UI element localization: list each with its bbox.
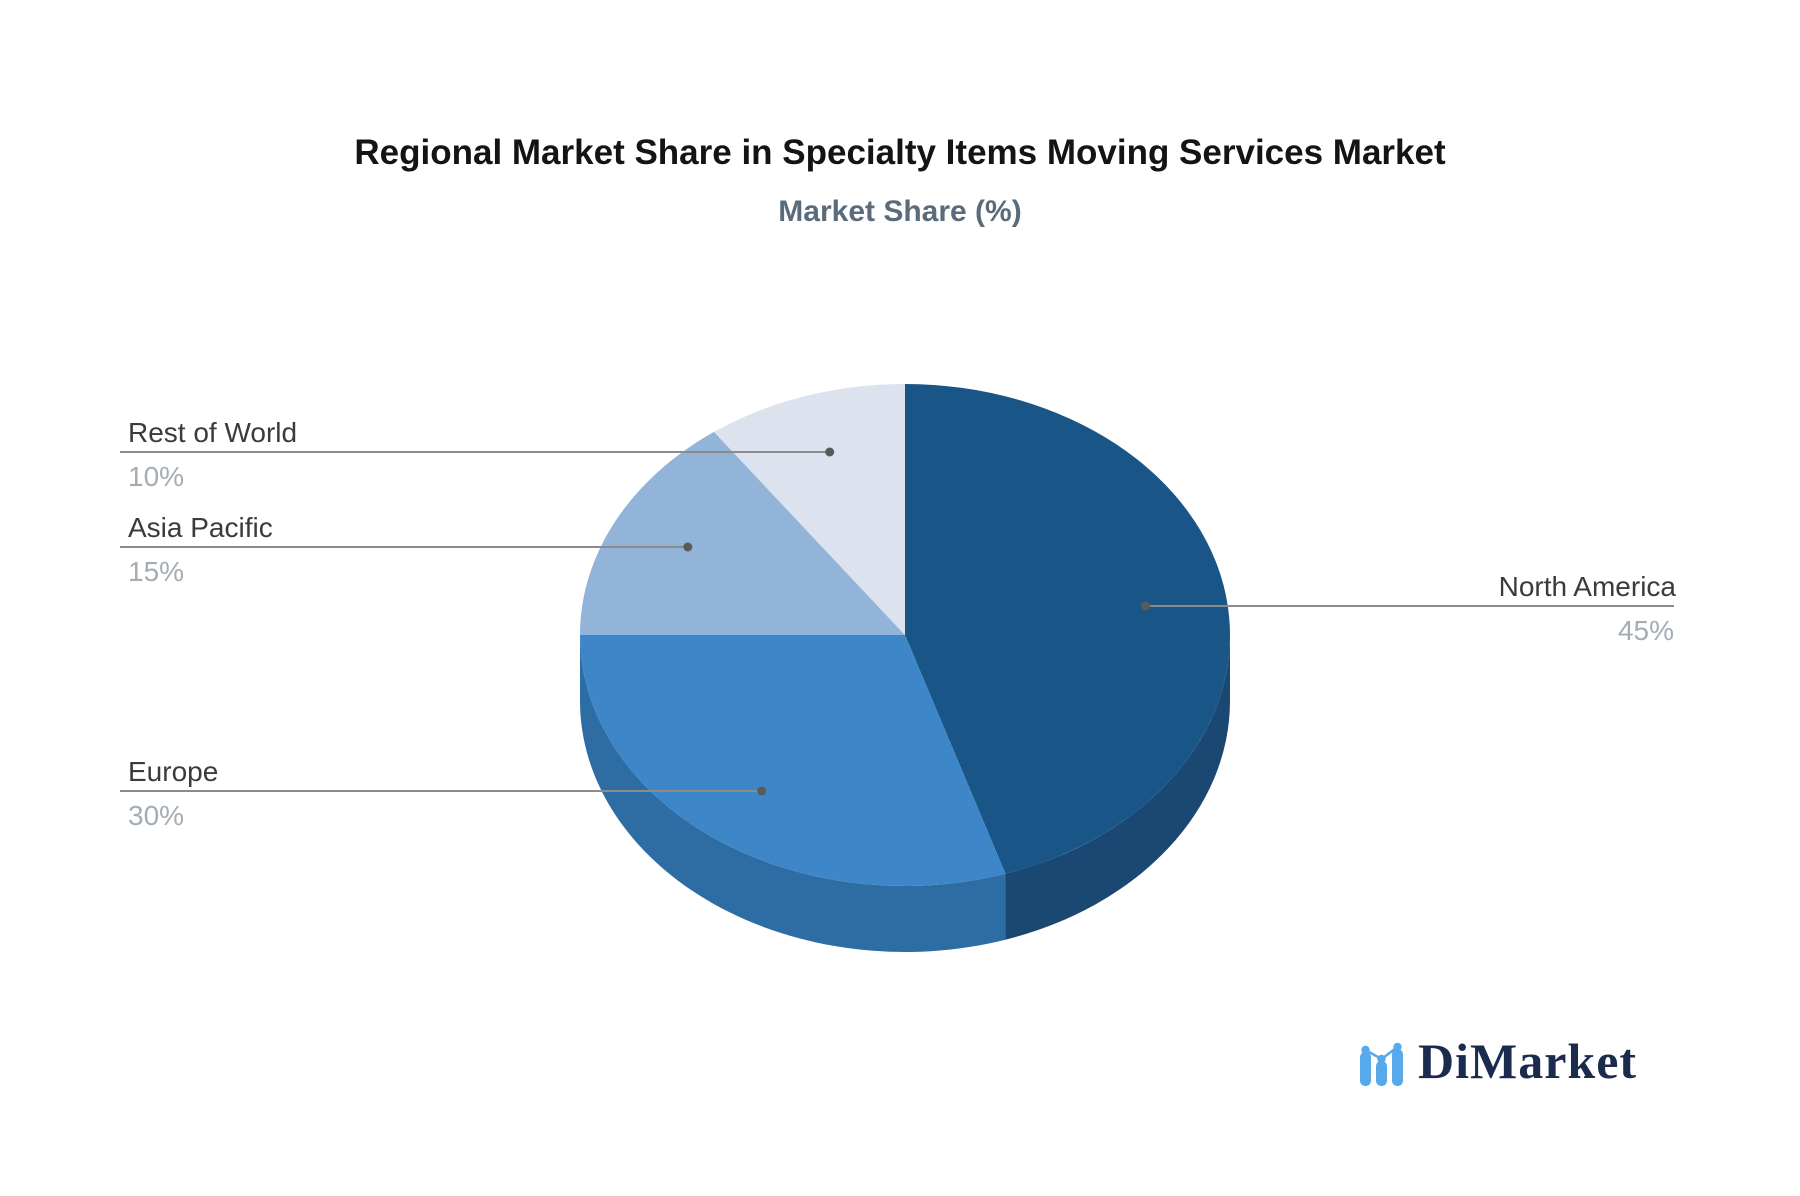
callout-value-asia-pacific: 15%	[128, 556, 185, 587]
callout-value-rest-of-world: 10%	[128, 461, 185, 492]
pie-slice-north-america	[905, 384, 1231, 874]
callout-label-europe: Europe	[128, 756, 219, 787]
bar-chart-logo-icon	[1360, 1042, 1403, 1086]
callout-dot-north-america	[1141, 601, 1151, 611]
callout-value-north-america: 45%	[1617, 615, 1674, 646]
pie-side-north-america	[1005, 635, 1230, 940]
pie-slice-asia-pacific	[580, 431, 905, 635]
brand-logo: DiMarket	[1360, 1034, 1637, 1086]
brand-logo-text: DiMarket	[1418, 1033, 1638, 1089]
chart-subtitle: Market Share (%)	[778, 195, 1022, 228]
callout-label-rest-of-world: Rest of World	[128, 417, 298, 448]
pie-slice-rest-of-world	[713, 384, 905, 635]
pie-slice-europe	[580, 635, 1006, 886]
callout-label-north-america: North America	[1498, 571, 1676, 602]
callout-dot-europe	[757, 786, 767, 796]
chart-title: Regional Market Share in Specialty Items…	[354, 133, 1446, 172]
callout-value-europe: 30%	[128, 800, 185, 831]
callout-dot-rest-of-world	[825, 447, 835, 457]
pie-side-europe	[580, 635, 1006, 953]
callout-label-asia-pacific: Asia Pacific	[128, 512, 273, 543]
callout-dot-asia-pacific	[683, 542, 693, 552]
